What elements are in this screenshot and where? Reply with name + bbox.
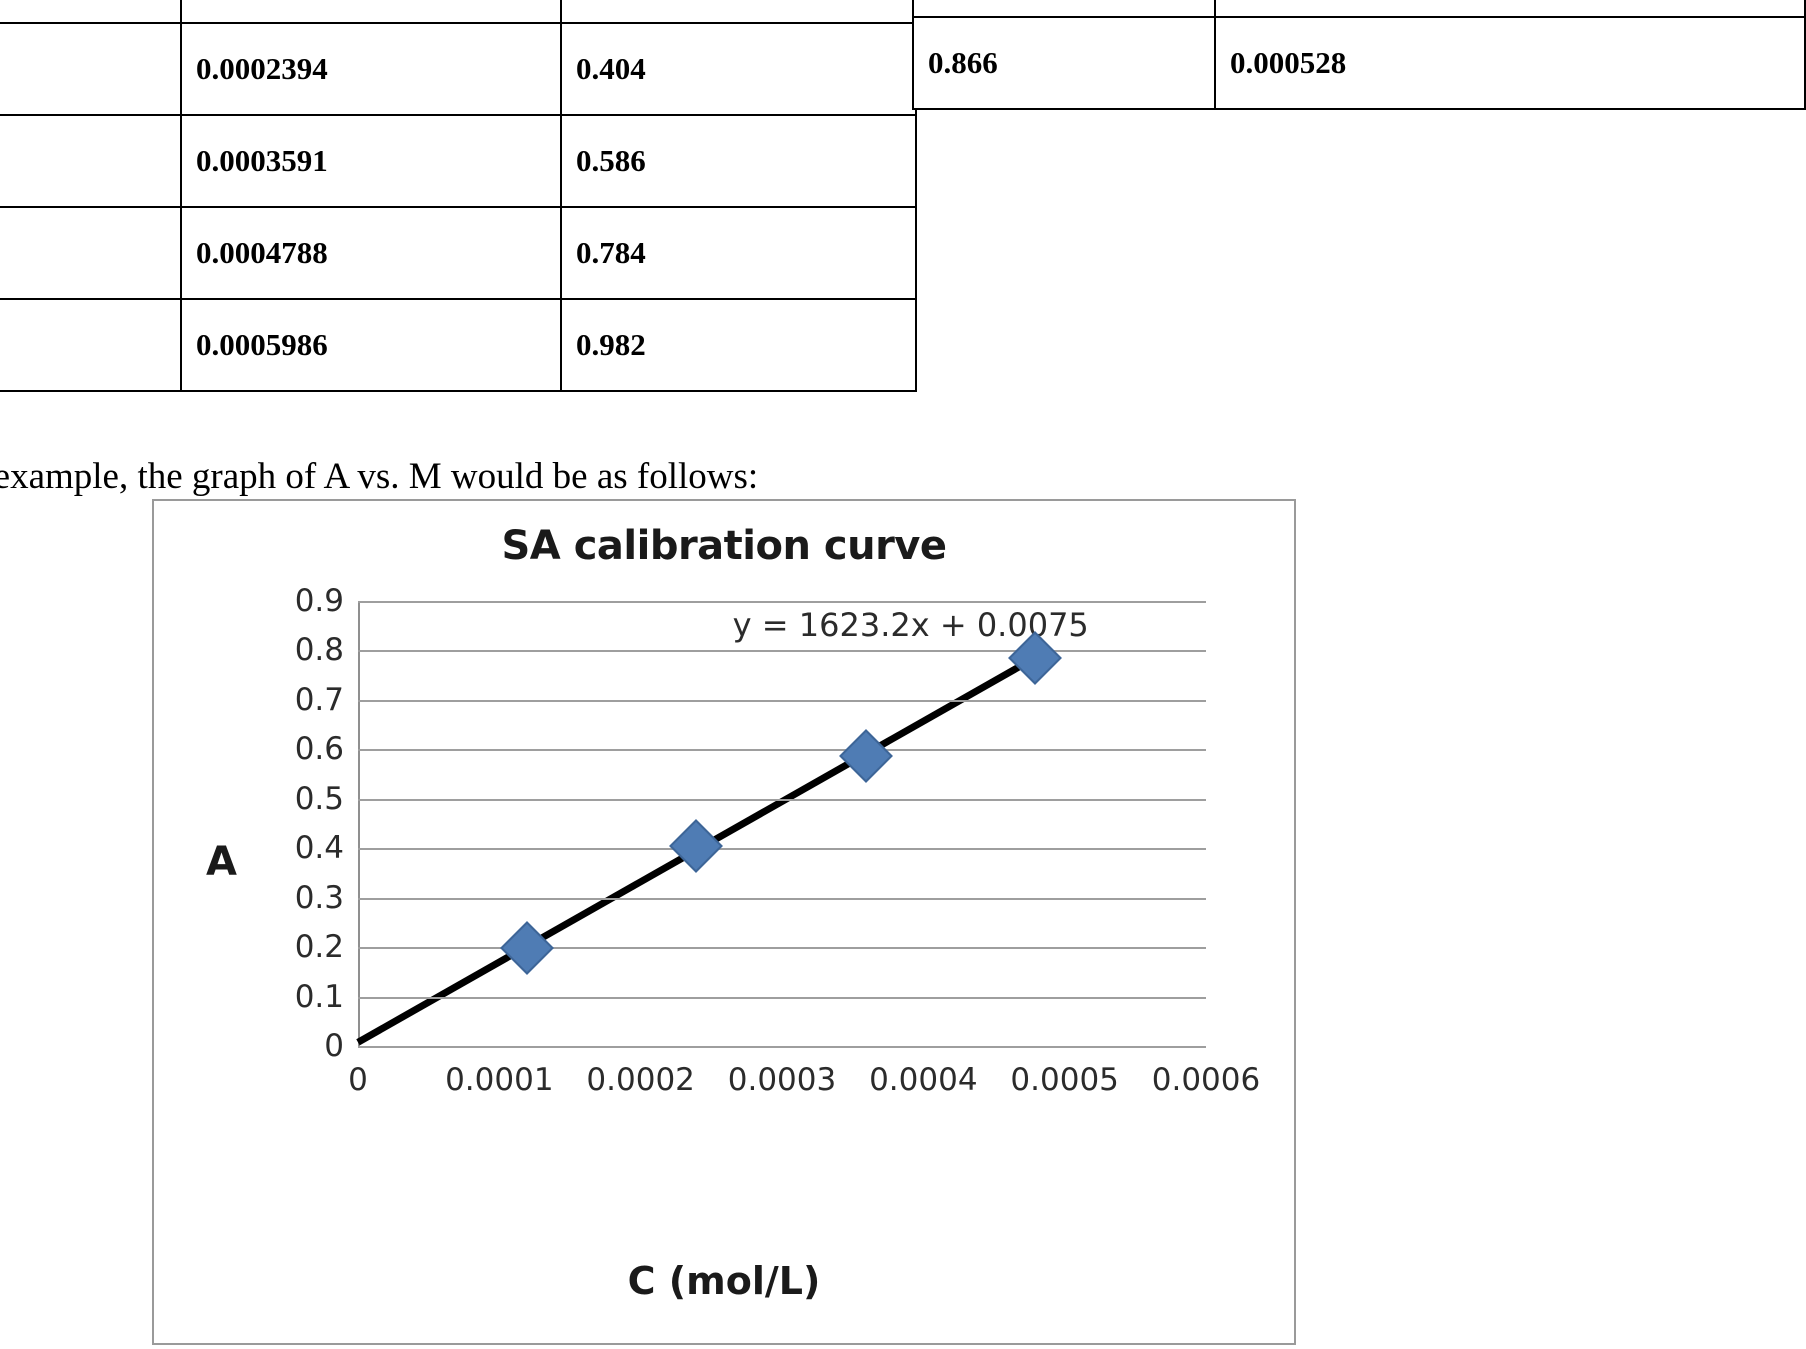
lead-sentence: s example, the graph of A vs. M would be… bbox=[0, 456, 759, 497]
unknown-header-absorbance: Absorbance bbox=[912, 0, 1216, 18]
x-tick-label: 0 bbox=[348, 1062, 368, 1098]
y-tick-label: 0.5 bbox=[294, 780, 344, 817]
y-tick-label: 0.2 bbox=[294, 929, 344, 966]
gridline bbox=[358, 947, 1206, 950]
unknown-cell-concentration: 0.000528 bbox=[1214, 16, 1806, 110]
unknown-header-concentration: Concentration (from graph) bbox=[1214, 0, 1806, 18]
gridline bbox=[358, 798, 1206, 801]
y-tick-label: 0.7 bbox=[294, 681, 344, 718]
y-tick-label: 0.4 bbox=[294, 830, 344, 867]
x-tick-label: 0.0002 bbox=[586, 1062, 695, 1098]
y-tick-label: 0.8 bbox=[294, 632, 344, 669]
table-row: 0.0005986 0.982 bbox=[0, 298, 917, 392]
plot-area: 0 0.1 0.2 0.3 0.4 0.5 0.6 0.7 0.8 0.9 0 0.0001 0.000… bbox=[295, 583, 1261, 1098]
y-tick-label: 0.6 bbox=[294, 731, 344, 768]
gridline bbox=[358, 1046, 1206, 1048]
x-tick-label: 0.0003 bbox=[727, 1062, 837, 1098]
calibration-cell-blank bbox=[0, 206, 182, 300]
chart-title: SA calibration curve bbox=[501, 523, 948, 569]
calibration-cell-blank bbox=[0, 0, 182, 24]
calibration-cell-concentration: 0.0001197 bbox=[180, 0, 562, 24]
gridline bbox=[358, 749, 1206, 752]
table-row: 0.0003591 0.586 bbox=[0, 114, 917, 208]
y-axis-line bbox=[358, 601, 360, 1046]
unknown-cell-absorbance: 0.866 bbox=[912, 16, 1216, 110]
gridline bbox=[358, 699, 1206, 702]
y-axis-label: A bbox=[206, 839, 237, 885]
trendline bbox=[356, 649, 1046, 1046]
calibration-cell-blank bbox=[0, 22, 182, 116]
gridline bbox=[358, 650, 1206, 653]
table-header-row: Absorbance Concentration (from graph) bbox=[912, 0, 1806, 18]
calibration-cell-absorbance: 0.586 bbox=[560, 114, 917, 208]
y-tick-label: 0.9 bbox=[294, 583, 344, 619]
tables-region: 0.0001197 0.198 0.0002394 0.404 0.000359… bbox=[0, 0, 1806, 420]
calibration-cell-concentration: 0.0003591 bbox=[180, 114, 562, 208]
calibration-cell-absorbance: 0.198 bbox=[560, 0, 917, 24]
gridline bbox=[358, 996, 1206, 999]
table-row: 0.0004788 0.784 bbox=[0, 206, 917, 300]
calibration-cell-absorbance: 0.404 bbox=[560, 22, 917, 116]
gridline bbox=[358, 601, 1206, 603]
x-axis-label: C (mol/L) bbox=[627, 1259, 821, 1303]
calibration-cell-absorbance: 0.784 bbox=[560, 206, 917, 300]
gridline bbox=[358, 897, 1206, 900]
table-row: 0.866 0.000528 bbox=[912, 16, 1806, 110]
x-tick-label: 0.0005 bbox=[1010, 1062, 1119, 1098]
calibration-cell-absorbance: 0.982 bbox=[560, 298, 917, 392]
y-tick-label: 0 bbox=[324, 1028, 344, 1064]
calibration-cell-blank bbox=[0, 114, 182, 208]
x-tick-label: 0.0001 bbox=[445, 1062, 554, 1098]
calibration-cell-concentration: 0.0004788 bbox=[180, 206, 562, 300]
chart-frame: SA calibration curve A C (mol/L) y = 162… bbox=[152, 499, 1296, 1345]
calibration-cell-concentration: 0.0002394 bbox=[180, 22, 562, 116]
table-row: 0.0001197 0.198 bbox=[0, 0, 917, 24]
calibration-table: 0.0001197 0.198 0.0002394 0.404 0.000359… bbox=[0, 0, 917, 392]
y-tick-label: 0.1 bbox=[294, 978, 344, 1015]
table-row: 0.0002394 0.404 bbox=[0, 22, 917, 116]
y-tick-label: 0.3 bbox=[294, 879, 344, 916]
unknown-table-wrapper: Absorbance Concentration (from graph) 0.… bbox=[912, 0, 1806, 110]
x-tick-label: 0.0006 bbox=[1151, 1062, 1261, 1098]
x-tick-label: 0.0004 bbox=[869, 1062, 978, 1098]
calibration-table-wrapper: 0.0001197 0.198 0.0002394 0.404 0.000359… bbox=[0, 0, 917, 392]
gridline bbox=[358, 848, 1206, 851]
calibration-cell-concentration: 0.0005986 bbox=[180, 298, 562, 392]
unknown-table: Absorbance Concentration (from graph) 0.… bbox=[912, 0, 1806, 110]
calibration-cell-blank bbox=[0, 298, 182, 392]
